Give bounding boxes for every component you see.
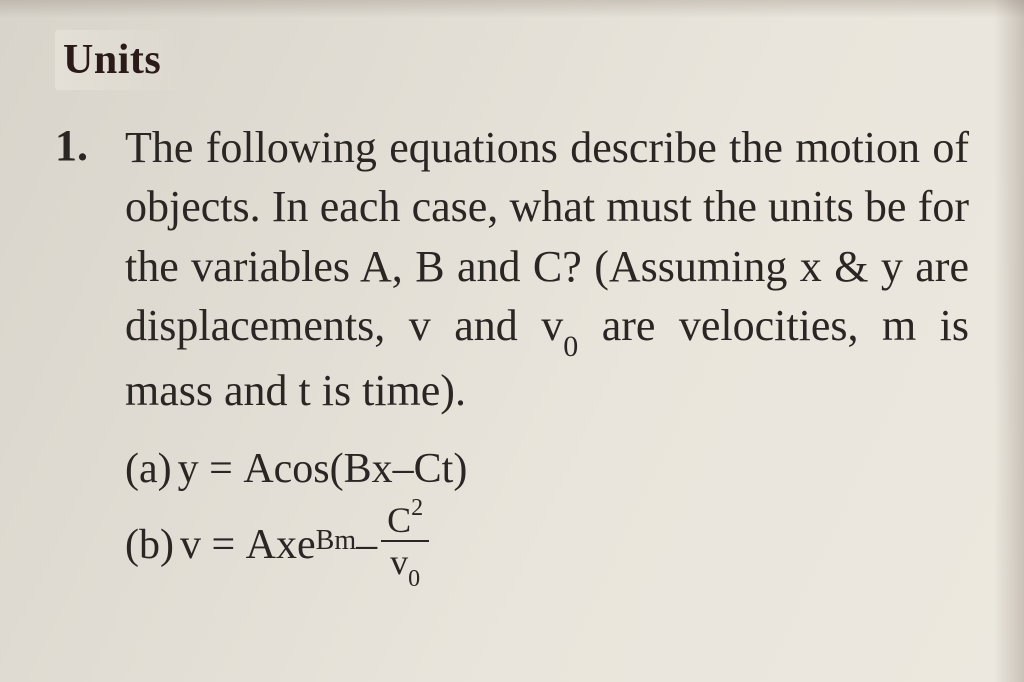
- options-list: (a) y = Acos(Bx–Ct) (b) v = AxeBm– C2 v: [125, 439, 969, 589]
- option-b: (b) v = AxeBm– C2 v0: [125, 502, 969, 589]
- frac-den-sub: 0: [408, 566, 420, 592]
- option-b-minus: –: [356, 515, 377, 576]
- option-b-label: (b): [125, 515, 174, 576]
- option-b-lhs: v: [180, 515, 201, 576]
- option-a: (a) y = Acos(Bx–Ct): [125, 439, 969, 500]
- frac-num-base: C: [387, 500, 411, 540]
- section-title: Units: [63, 37, 161, 83]
- option-b-fraction: C2 v0: [381, 500, 429, 587]
- section-header: Units: [55, 30, 191, 90]
- question-number: 1.: [55, 118, 125, 171]
- question-body: The following equations describe the mot…: [125, 118, 969, 589]
- option-a-lhs: y: [178, 439, 199, 500]
- option-b-term1: Axe: [246, 515, 316, 576]
- frac-den-base: v: [390, 542, 408, 582]
- option-a-eq: =: [209, 439, 233, 500]
- question-subscript-v0: 0: [563, 330, 578, 363]
- option-b-eq: =: [211, 515, 235, 576]
- page-right-shadow: [994, 0, 1024, 682]
- page-top-shadow: [0, 0, 1024, 18]
- question-block: 1. The following equations describe the …: [55, 118, 969, 589]
- option-a-minus: –: [393, 439, 414, 500]
- option-a-rhs-pre: Acos(Bx: [243, 439, 392, 500]
- page-content: Units 1. The following equations describ…: [55, 30, 969, 589]
- option-a-label: (a): [125, 439, 172, 500]
- fraction-denominator: v0: [384, 542, 426, 587]
- option-b-exponent: Bm: [316, 521, 356, 562]
- frac-num-sup: 2: [411, 495, 423, 521]
- option-a-rhs-post: Ct): [414, 439, 468, 500]
- fraction-numerator: C2: [381, 500, 429, 542]
